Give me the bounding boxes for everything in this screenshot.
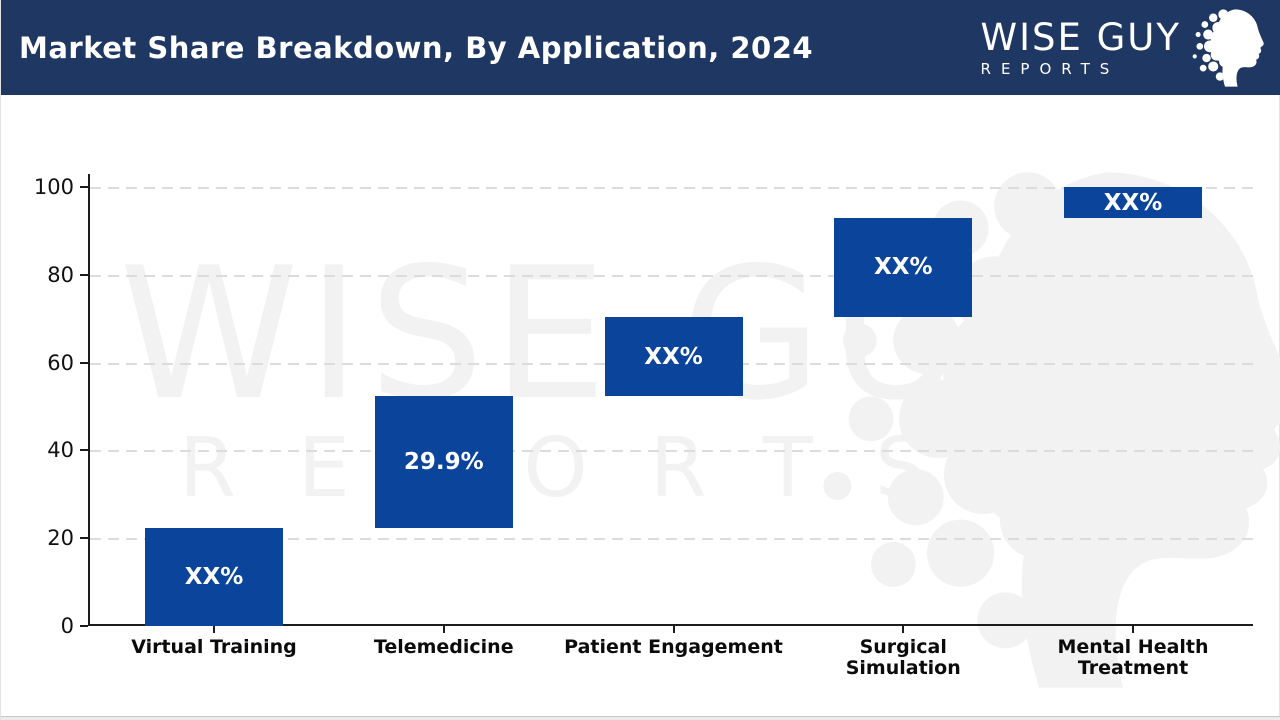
bottom-border-strip bbox=[1, 716, 1280, 720]
gridline bbox=[90, 450, 1253, 453]
header-bar: Market Share Breakdown, By Application, … bbox=[1, 0, 1280, 95]
y-tick-mark bbox=[80, 449, 88, 452]
y-tick-mark bbox=[80, 273, 88, 276]
bar-segment: XX% bbox=[145, 527, 283, 626]
x-tick-mark bbox=[672, 626, 675, 633]
bar-value-label: XX% bbox=[1103, 189, 1163, 216]
y-tick-label: 40 bbox=[47, 438, 74, 463]
page-title: Market Share Breakdown, By Application, … bbox=[19, 30, 814, 65]
x-category-label: Surgical Simulation bbox=[845, 636, 961, 679]
gridline bbox=[90, 187, 1253, 190]
y-tick-label: 0 bbox=[60, 614, 74, 638]
y-tick-label: 80 bbox=[47, 262, 74, 287]
x-category-label: Virtual Training bbox=[131, 636, 297, 658]
bar-segment: XX% bbox=[604, 316, 743, 397]
y-tick-label: 60 bbox=[47, 350, 74, 375]
bar-segment: XX% bbox=[1064, 187, 1202, 219]
bar-value-label: 29.9% bbox=[403, 449, 484, 476]
y-tick-label: 20 bbox=[47, 526, 74, 551]
bar-value-label: XX% bbox=[644, 343, 703, 370]
watermark-reports-text: REPORTS bbox=[179, 421, 989, 516]
x-tick-mark bbox=[442, 626, 445, 633]
x-tick-mark bbox=[1132, 626, 1134, 633]
bar-value-label: XX% bbox=[873, 254, 933, 281]
x-category-label: Mental Health Treatment bbox=[1057, 636, 1209, 679]
watermark-head-icon bbox=[823, 172, 1280, 688]
bar-segment: XX% bbox=[834, 218, 973, 317]
x-category-label: Telemedicine bbox=[373, 636, 514, 658]
logo-text: WISE GUY REPORTS bbox=[980, 16, 1181, 79]
logo-reports-label: REPORTS bbox=[980, 60, 1120, 78]
y-tick-mark bbox=[80, 537, 88, 540]
y-tick-mark bbox=[80, 186, 88, 189]
x-tick-mark bbox=[213, 626, 215, 633]
logo-head-icon bbox=[1192, 9, 1264, 87]
y-tick-mark bbox=[80, 625, 88, 627]
x-tick-mark bbox=[902, 626, 905, 633]
logo-wiseguy-label: WISE GUY bbox=[980, 16, 1181, 59]
y-tick-mark bbox=[80, 361, 88, 364]
bar-segment: 29.9% bbox=[374, 396, 513, 528]
bar-value-label: XX% bbox=[184, 563, 244, 590]
x-category-label: Patient Engagement bbox=[564, 636, 783, 658]
gridline bbox=[90, 538, 1253, 541]
gridline bbox=[90, 274, 1253, 277]
waterfall-chart: 0 20 40 60 80 100 XX% Virtual Training 29.9% Tele… bbox=[34, 174, 1253, 678]
y-tick-label: 100 bbox=[33, 175, 74, 200]
wise-guy-logo: WISE GUY REPORTS bbox=[981, 6, 1267, 90]
